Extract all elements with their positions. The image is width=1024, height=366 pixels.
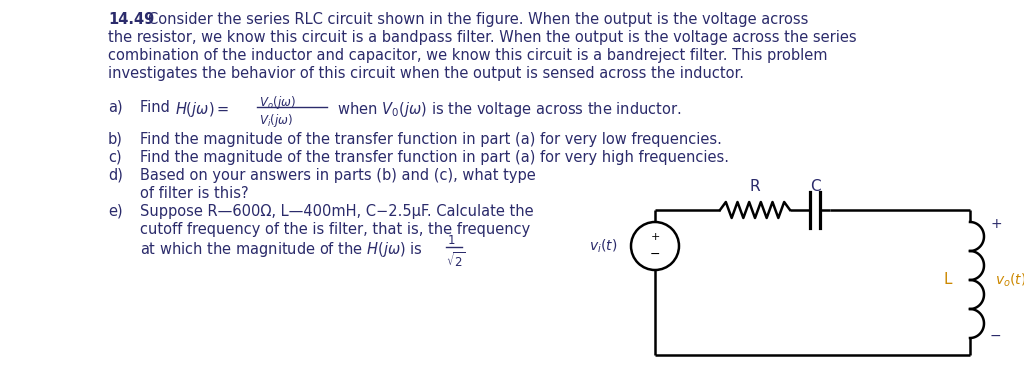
- Text: the resistor, we know this circuit is a bandpass filter. When the output is the : the resistor, we know this circuit is a …: [108, 30, 857, 45]
- Text: Suppose R—600Ω, L—400mH, C−2.5μF. Calculate the: Suppose R—600Ω, L—400mH, C−2.5μF. Calcul…: [140, 204, 534, 219]
- Text: when $V_0(j\omega)$ is the voltage across the inductor.: when $V_0(j\omega)$ is the voltage acros…: [333, 100, 682, 119]
- Text: c): c): [108, 150, 122, 165]
- Text: 1: 1: [449, 234, 456, 247]
- Text: $V_i(j\omega)$: $V_i(j\omega)$: [259, 112, 293, 129]
- Text: of filter is this?: of filter is this?: [140, 186, 249, 201]
- Text: Based on your answers in parts (b) and (c), what type: Based on your answers in parts (b) and (…: [140, 168, 536, 183]
- Text: $v_i(t)$: $v_i(t)$: [589, 237, 617, 255]
- Text: R: R: [750, 179, 760, 194]
- Text: e): e): [108, 204, 123, 219]
- Text: −: −: [990, 329, 1001, 343]
- Text: Find the magnitude of the transfer function in part (a) for very high frequencie: Find the magnitude of the transfer funct…: [140, 150, 729, 165]
- Text: +: +: [990, 217, 1001, 231]
- Text: Find the magnitude of the transfer function in part (a) for very low frequencies: Find the magnitude of the transfer funct…: [140, 132, 722, 147]
- Text: C: C: [810, 179, 820, 194]
- Text: +: +: [650, 232, 659, 242]
- Text: 14.49: 14.49: [108, 12, 155, 27]
- Text: $\sqrt{2}$: $\sqrt{2}$: [446, 251, 465, 270]
- Text: investigates the behavior of this circuit when the output is sensed across the i: investigates the behavior of this circui…: [108, 66, 744, 81]
- Text: combination of the inductor and capacitor, we know this circuit is a bandreject : combination of the inductor and capacito…: [108, 48, 827, 63]
- Text: Consider the series RLC circuit shown in the figure. When the output is the volt: Consider the series RLC circuit shown in…: [148, 12, 808, 27]
- Text: $H(j\omega) =$: $H(j\omega) =$: [175, 100, 229, 119]
- Text: −: −: [650, 247, 660, 261]
- Text: a): a): [108, 100, 123, 115]
- Text: b): b): [108, 132, 123, 147]
- Text: $v_o(t)$: $v_o(t)$: [995, 271, 1024, 289]
- Text: d): d): [108, 168, 123, 183]
- Text: $V_o(j\omega)$: $V_o(j\omega)$: [259, 94, 296, 111]
- Text: L: L: [944, 273, 952, 288]
- Text: Find: Find: [140, 100, 174, 115]
- Text: at which the magnitude of the $H(j\omega)$ is: at which the magnitude of the $H(j\omega…: [140, 240, 423, 259]
- Text: cutoff frequency of the is filter, that is, the frequency: cutoff frequency of the is filter, that …: [140, 222, 530, 237]
